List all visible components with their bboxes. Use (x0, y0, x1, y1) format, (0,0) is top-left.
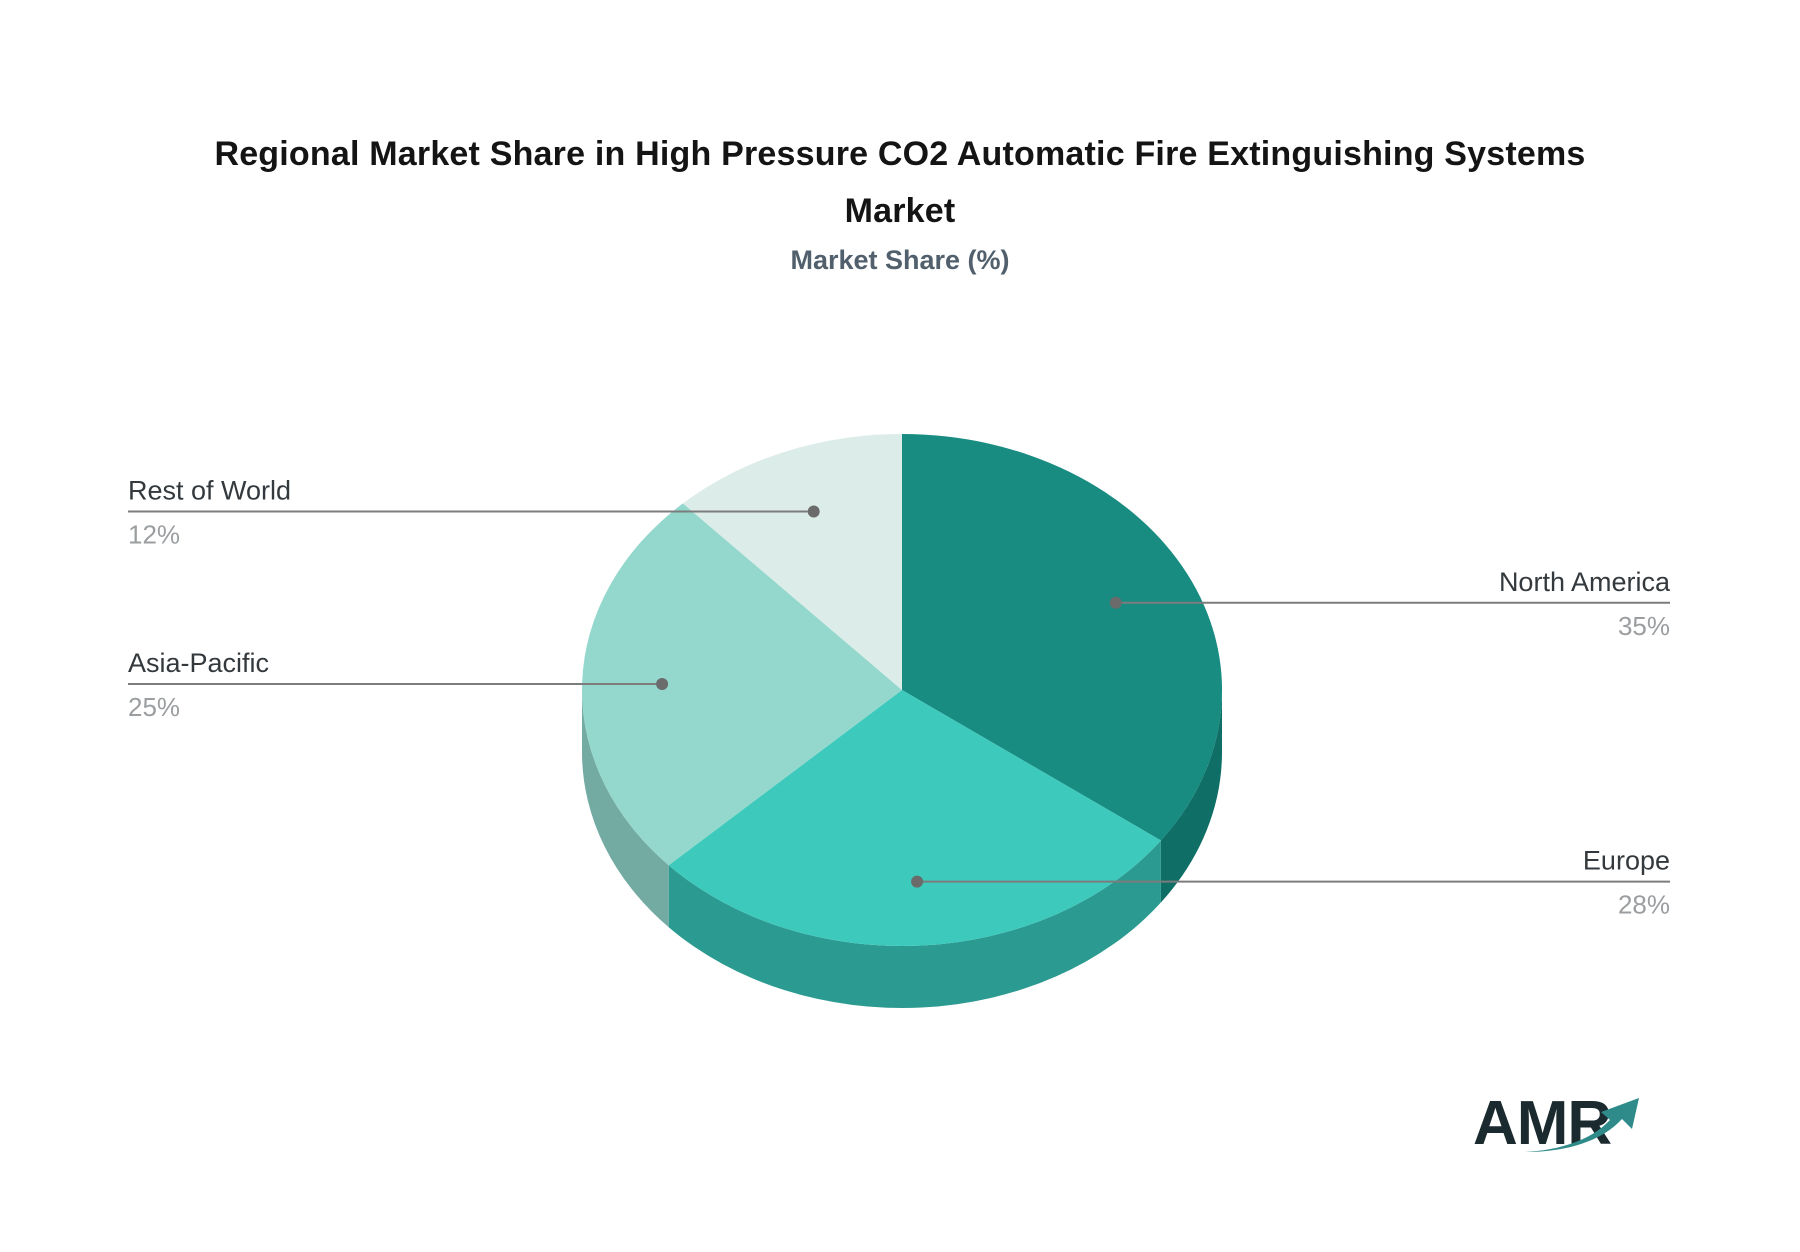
pie-slice-north-america-side (1160, 690, 1222, 903)
slice-value-asia-pacific: 25% (128, 692, 180, 722)
leader-dot-europe (911, 875, 924, 888)
slice-value-europe: 28% (1618, 890, 1670, 920)
amr-logo-arrow-icon (1525, 1098, 1639, 1152)
pie-slice-europe-side (668, 840, 1161, 1009)
pie-slice-asia-pacific[interactable] (582, 503, 902, 866)
leader-dot-north-america (1109, 596, 1122, 609)
chart-subtitle: Market Share (%) (790, 245, 1010, 275)
slice-label-asia-pacific: Asia-Pacific (128, 648, 269, 678)
chart-title: Regional Market Share in High Pressure C… (0, 126, 1800, 240)
slice-label-rest-of-world: Rest of World (128, 476, 291, 506)
leader-dot-asia-pacific (656, 678, 669, 690)
amr-logo: AMR (1473, 1089, 1639, 1158)
slice-label-north-america: North America (1499, 567, 1671, 597)
slice-label-europe: Europe (1583, 846, 1670, 876)
pie-slice-rest-of-world[interactable] (682, 434, 902, 690)
pie-slice-north-america[interactable] (902, 434, 1223, 841)
chart-title-line1: Regional Market Share in High Pressure C… (214, 135, 1586, 173)
slice-value-rest-of-world: 12% (128, 520, 180, 550)
chart-title-line2: Market (844, 192, 956, 230)
slice-value-north-america: 35% (1618, 611, 1670, 641)
amr-logo-text: AMR (1473, 1089, 1611, 1158)
pie-slice-asia-pacific-side (582, 690, 669, 928)
leader-dot-rest-of-world (807, 505, 820, 518)
